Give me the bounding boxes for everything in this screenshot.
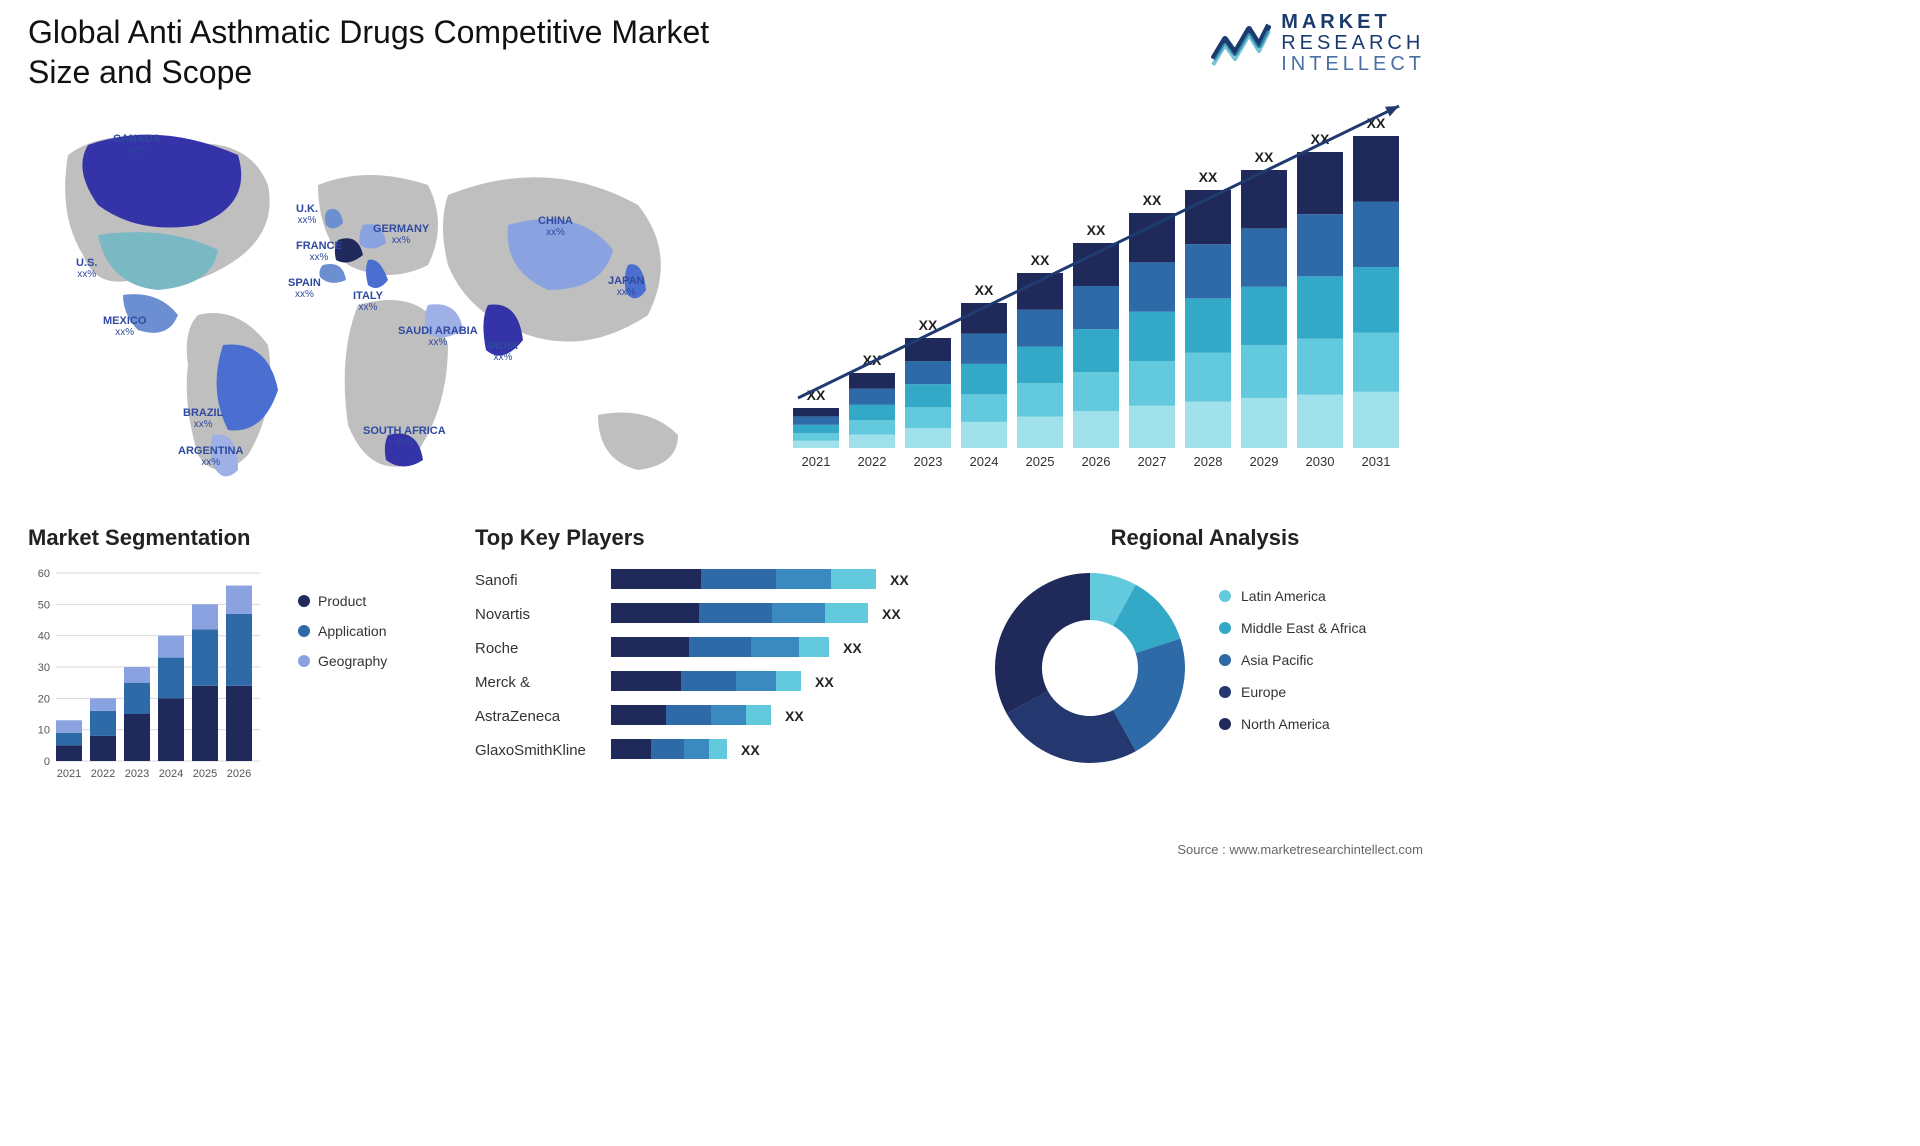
svg-text:2029: 2029 bbox=[1250, 454, 1279, 469]
logo-line2: RESEARCH bbox=[1281, 33, 1425, 54]
svg-text:XX: XX bbox=[1143, 192, 1162, 208]
svg-text:2031: 2031 bbox=[1362, 454, 1391, 469]
map-country-label: MEXICOxx% bbox=[103, 315, 146, 338]
logo-line3: INTELLECT bbox=[1281, 54, 1425, 75]
svg-text:XX: XX bbox=[1199, 169, 1218, 185]
players-chart-svg: XX XX XX XX XX XX bbox=[611, 563, 951, 773]
map-country-label: JAPANxx% bbox=[608, 275, 644, 298]
segmentation-legend-item: Geography bbox=[298, 653, 387, 669]
svg-text:2028: 2028 bbox=[1194, 454, 1223, 469]
regional-legend-item: Latin America bbox=[1219, 588, 1366, 604]
map-country-label: SOUTH AFRICAxx% bbox=[363, 425, 446, 448]
map-country-label: ITALYxx% bbox=[353, 290, 383, 313]
map-country-label: CANADAxx% bbox=[113, 133, 161, 156]
map-country-label: U.S.xx% bbox=[76, 257, 97, 280]
regional-legend-item: North America bbox=[1219, 716, 1366, 732]
player-name: Sanofi bbox=[475, 563, 595, 597]
segmentation-chart-svg: 0 10 20 30 40 50 60 2021 2022 2023 2024 2025 2026 bbox=[28, 563, 278, 803]
svg-text:2023: 2023 bbox=[125, 768, 149, 780]
svg-text:2030: 2030 bbox=[1306, 454, 1335, 469]
svg-text:2021: 2021 bbox=[57, 768, 81, 780]
logo-mark-icon bbox=[1211, 19, 1271, 69]
svg-text:30: 30 bbox=[38, 662, 50, 674]
map-country-label: ARGENTINAxx% bbox=[178, 445, 243, 468]
map-country-label: U.K.xx% bbox=[296, 203, 318, 226]
regional-donut-svg bbox=[985, 563, 1195, 773]
player-name: GlaxoSmithKline bbox=[475, 733, 595, 767]
page-title: Global Anti Asthmatic Drugs Competitive … bbox=[28, 12, 748, 92]
svg-text:60: 60 bbox=[38, 568, 50, 580]
svg-text:XX: XX bbox=[1255, 149, 1274, 165]
svg-text:XX: XX bbox=[890, 572, 909, 588]
svg-text:2024: 2024 bbox=[159, 768, 183, 780]
growth-bar-chart: XX2021XX2022XX2023XX2024XX2025XX2026XX20… bbox=[773, 100, 1413, 480]
world-map: CANADAxx% U.S.xx% MEXICOxx% BRAZILxx% ARGENT… bbox=[28, 115, 708, 495]
map-country-label: SAUDI ARABIAxx% bbox=[398, 325, 478, 348]
svg-text:2026: 2026 bbox=[227, 768, 251, 780]
growth-chart-svg: XX2021XX2022XX2023XX2024XX2025XX2026XX20… bbox=[773, 100, 1413, 480]
svg-text:2022: 2022 bbox=[858, 454, 887, 469]
svg-text:2022: 2022 bbox=[91, 768, 115, 780]
svg-text:2021: 2021 bbox=[802, 454, 831, 469]
svg-text:2025: 2025 bbox=[193, 768, 217, 780]
segmentation-title: Market Segmentation bbox=[28, 525, 448, 551]
map-country-label: BRAZILxx% bbox=[183, 407, 223, 430]
brand-logo: MARKET RESEARCH INTELLECT bbox=[1211, 12, 1425, 75]
svg-text:0: 0 bbox=[44, 756, 50, 768]
svg-text:2026: 2026 bbox=[1082, 454, 1111, 469]
logo-line1: MARKET bbox=[1281, 12, 1425, 33]
svg-text:XX: XX bbox=[1087, 222, 1106, 238]
regional-legend-item: Europe bbox=[1219, 684, 1366, 700]
player-name: Roche bbox=[475, 631, 595, 665]
svg-text:50: 50 bbox=[38, 599, 50, 611]
svg-text:2025: 2025 bbox=[1026, 454, 1055, 469]
svg-text:40: 40 bbox=[38, 631, 50, 643]
player-name: AstraZeneca bbox=[475, 699, 595, 733]
player-name: Merck & bbox=[475, 665, 595, 699]
svg-text:2027: 2027 bbox=[1138, 454, 1167, 469]
svg-text:2024: 2024 bbox=[970, 454, 999, 469]
segmentation-legend-item: Application bbox=[298, 623, 387, 639]
player-name: Novartis bbox=[475, 597, 595, 631]
svg-text:XX: XX bbox=[975, 282, 994, 298]
players-title: Top Key Players bbox=[475, 525, 955, 551]
svg-text:XX: XX bbox=[843, 640, 862, 656]
players-section: Top Key Players SanofiNovartisRocheMerck… bbox=[475, 525, 955, 773]
regional-legend-item: Middle East & Africa bbox=[1219, 620, 1366, 636]
players-names-list: SanofiNovartisRocheMerck &AstraZenecaGla… bbox=[475, 563, 595, 773]
svg-text:XX: XX bbox=[882, 606, 901, 622]
regional-title: Regional Analysis bbox=[985, 525, 1425, 551]
segmentation-legend-item: Product bbox=[298, 593, 387, 609]
segmentation-legend: Product Application Geography bbox=[298, 563, 387, 683]
regional-section: Regional Analysis Latin America Middle Ea… bbox=[985, 525, 1425, 773]
map-country-label: GERMANYxx% bbox=[373, 223, 429, 246]
map-country-label: CHINAxx% bbox=[538, 215, 573, 238]
regional-legend: Latin America Middle East & Africa Asia Pa… bbox=[1219, 588, 1366, 748]
map-country-label: INDIAxx% bbox=[488, 340, 518, 363]
svg-text:2023: 2023 bbox=[914, 454, 943, 469]
svg-text:20: 20 bbox=[38, 693, 50, 705]
svg-text:10: 10 bbox=[38, 725, 50, 737]
source-label: Source : www.marketresearchintellect.com bbox=[1177, 842, 1423, 857]
svg-text:XX: XX bbox=[785, 708, 804, 724]
svg-text:XX: XX bbox=[741, 742, 760, 758]
svg-text:XX: XX bbox=[815, 674, 834, 690]
logo-text: MARKET RESEARCH INTELLECT bbox=[1281, 12, 1425, 75]
map-country-label: FRANCExx% bbox=[296, 240, 342, 263]
map-country-label: SPAINxx% bbox=[288, 277, 321, 300]
svg-text:XX: XX bbox=[1031, 252, 1050, 268]
segmentation-section: Market Segmentation 0 10 20 30 40 50 60 2021 202… bbox=[28, 525, 448, 803]
header: Global Anti Asthmatic Drugs Competitive … bbox=[28, 12, 1425, 92]
regional-legend-item: Asia Pacific bbox=[1219, 652, 1366, 668]
